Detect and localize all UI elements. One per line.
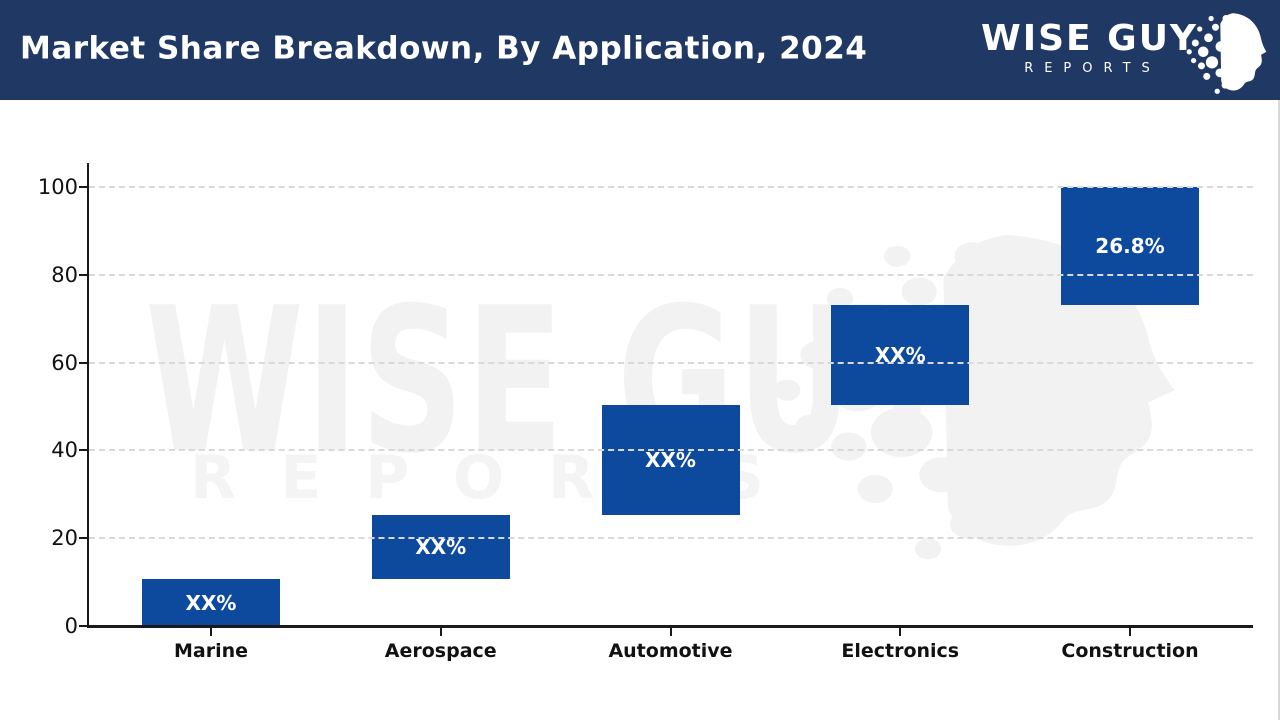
brand-subtitle: REPORTS [1024,61,1161,76]
x-tick-label-electronics: Electronics [841,640,960,662]
x-axis-tick [439,628,442,636]
grid-line [89,361,1253,364]
y-axis-tick [79,273,87,276]
x-axis-tick [210,628,212,636]
y-tick-label: 60 [51,350,78,375]
bar-construction [1061,187,1199,305]
bar-value-label: XX% [185,590,237,615]
x-tick-label-aerospace: Aerospace [384,640,497,662]
logo-head-icon [1186,13,1267,94]
brand-name: WISE GUY [980,18,1198,59]
watermark-brand-text: WISE GUY [145,265,961,498]
header-bar: Market Share Breakdown, By Application, … [0,0,1280,100]
y-axis-tick [79,361,87,364]
bar-value-label: XX% [645,448,696,473]
bar-automotive [601,405,740,515]
bar-electronics [831,304,970,406]
y-tick-label: 0 [64,614,78,638]
bar-aerospace [371,514,510,580]
y-axis-tick [79,625,87,627]
x-axis-line [87,625,1253,628]
y-tick-label: 20 [51,526,78,551]
y-tick-label: 80 [51,262,78,287]
x-tick-label-marine: Marine [173,640,249,662]
y-tick-label: 40 [51,438,78,463]
x-axis-tick [669,628,672,636]
x-tick-label-construction: Construction [1061,640,1199,662]
grid-line [89,449,1253,452]
x-tick-label-automotive: Automotive [608,640,733,662]
brand-logo-text: WISE GUY REPORTS [981,18,1198,76]
bar-value-label: 26.8% [1095,233,1165,258]
brand-logo: WISE GUY REPORTS [981,6,1268,96]
y-axis-tick [79,186,87,188]
bar-value-label: XX% [874,342,926,367]
bar-value-label: XX% [415,534,467,559]
x-axis-tick [1129,628,1131,636]
x-axis-tick [899,628,902,636]
grid-line [89,186,1253,188]
y-axis-tick [79,449,87,452]
y-axis-tick [79,537,87,540]
page-title: Market Share Breakdown, By Application, … [20,30,868,67]
y-axis-line [87,163,89,628]
bar-marine [142,579,280,626]
grid-line [89,273,1253,276]
y-tick-label: 100 [37,175,78,199]
grid-line [89,537,1253,540]
